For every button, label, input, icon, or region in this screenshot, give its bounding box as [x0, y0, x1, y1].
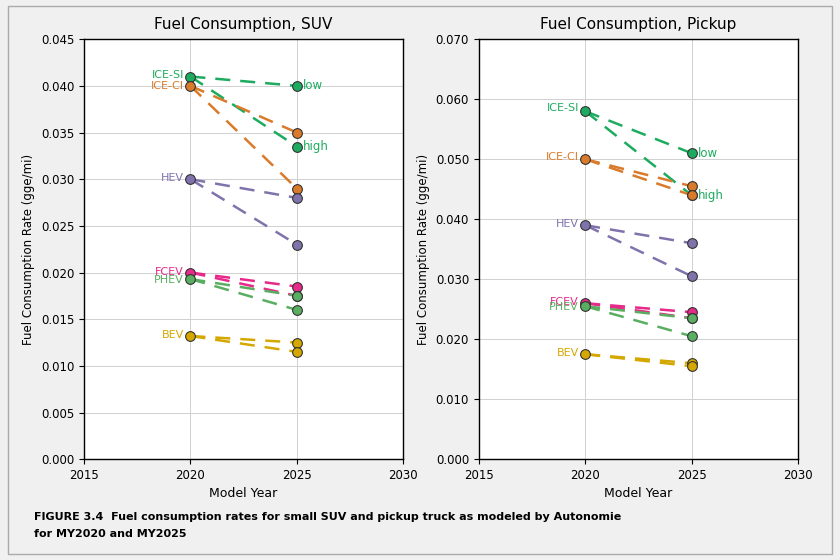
- Y-axis label: Fuel Consumption Rate (gge/mi): Fuel Consumption Rate (gge/mi): [417, 153, 430, 345]
- X-axis label: Model Year: Model Year: [209, 487, 278, 501]
- Text: HEV: HEV: [556, 219, 579, 229]
- Text: FCEV: FCEV: [155, 267, 184, 277]
- Text: low: low: [303, 80, 323, 92]
- Text: high: high: [698, 189, 724, 202]
- Text: ICE-CI: ICE-CI: [546, 152, 579, 162]
- Text: ICE-CI: ICE-CI: [151, 81, 184, 91]
- Text: FCEV: FCEV: [550, 297, 579, 307]
- Text: FIGURE 3.4  Fuel consumption rates for small SUV and pickup truck as modeled by : FIGURE 3.4 Fuel consumption rates for sm…: [34, 512, 621, 522]
- Text: for MY2020 and MY2025: for MY2020 and MY2025: [34, 529, 186, 539]
- Text: ICE-SI: ICE-SI: [152, 69, 184, 80]
- Text: high: high: [303, 140, 329, 153]
- Text: HEV: HEV: [161, 173, 184, 183]
- Title: Fuel Consumption, SUV: Fuel Consumption, SUV: [155, 17, 333, 32]
- Text: PHEV: PHEV: [549, 302, 579, 312]
- Text: BEV: BEV: [162, 330, 184, 340]
- Text: PHEV: PHEV: [155, 275, 184, 285]
- Y-axis label: Fuel Consumption Rate (gge/mi): Fuel Consumption Rate (gge/mi): [23, 153, 35, 345]
- Title: Fuel Consumption, Pickup: Fuel Consumption, Pickup: [540, 17, 737, 32]
- Text: low: low: [698, 147, 718, 160]
- Text: BEV: BEV: [557, 348, 579, 358]
- X-axis label: Model Year: Model Year: [604, 487, 673, 501]
- Text: ICE-SI: ICE-SI: [547, 103, 579, 113]
